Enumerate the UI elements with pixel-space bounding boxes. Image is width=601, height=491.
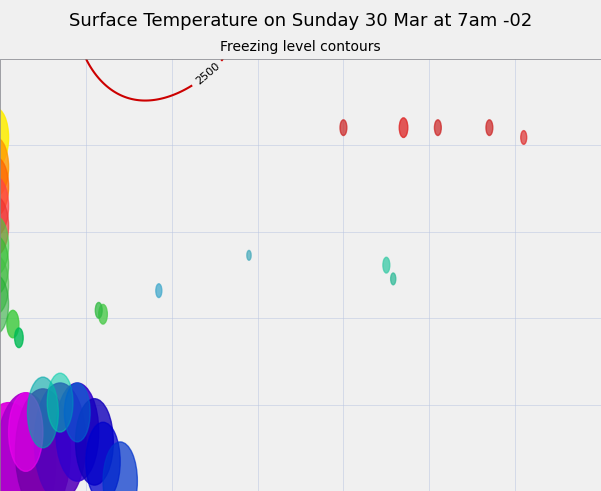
- Circle shape: [383, 257, 390, 273]
- Circle shape: [340, 120, 347, 136]
- Circle shape: [435, 120, 441, 136]
- Circle shape: [14, 328, 23, 348]
- Circle shape: [0, 255, 8, 314]
- Circle shape: [47, 373, 73, 432]
- Circle shape: [0, 216, 8, 275]
- Circle shape: [28, 377, 58, 448]
- Circle shape: [0, 275, 8, 334]
- Circle shape: [0, 137, 8, 196]
- Circle shape: [56, 383, 99, 481]
- Circle shape: [34, 383, 86, 491]
- Circle shape: [0, 177, 8, 236]
- Circle shape: [76, 399, 114, 485]
- Text: Freezing level contours: Freezing level contours: [220, 40, 381, 54]
- Circle shape: [486, 120, 493, 136]
- Circle shape: [8, 393, 43, 471]
- Circle shape: [0, 157, 8, 216]
- Circle shape: [399, 118, 408, 137]
- Circle shape: [64, 383, 90, 442]
- Circle shape: [247, 250, 251, 260]
- Circle shape: [7, 310, 19, 338]
- Circle shape: [0, 403, 43, 491]
- Circle shape: [391, 273, 396, 285]
- Circle shape: [0, 108, 8, 167]
- Circle shape: [0, 236, 8, 295]
- Text: 2500: 2500: [194, 61, 222, 87]
- Circle shape: [0, 393, 56, 491]
- Circle shape: [0, 196, 8, 255]
- Text: Surface Temperature on Sunday 30 Mar at 7am -02: Surface Temperature on Sunday 30 Mar at …: [69, 12, 532, 29]
- Circle shape: [16, 389, 70, 491]
- Circle shape: [86, 422, 120, 491]
- Circle shape: [99, 304, 108, 324]
- Circle shape: [156, 284, 162, 298]
- Circle shape: [103, 442, 138, 491]
- Circle shape: [520, 131, 526, 144]
- Circle shape: [96, 302, 102, 318]
